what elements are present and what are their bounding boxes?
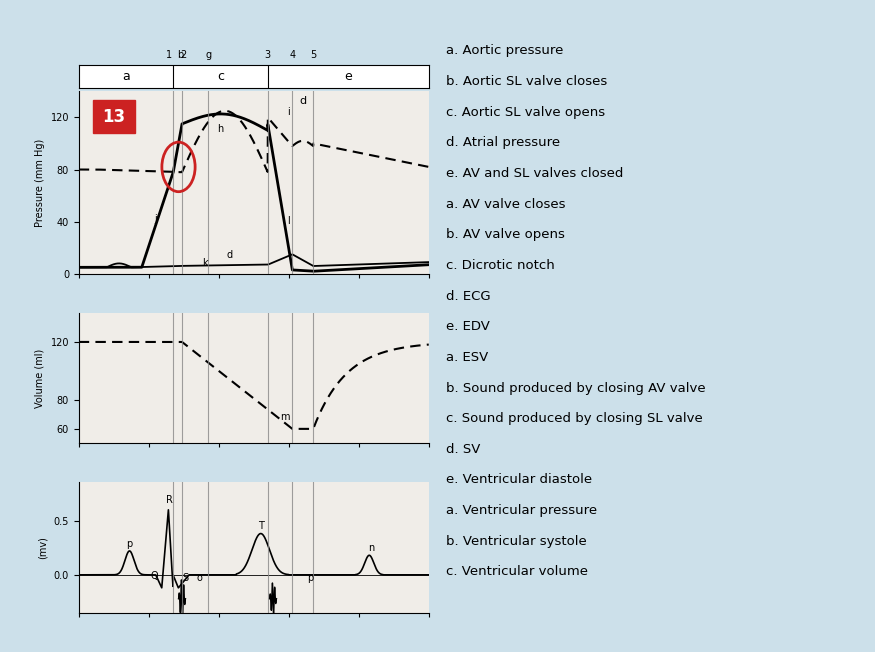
Text: 3: 3 (265, 50, 271, 60)
Text: b. AV valve opens: b. AV valve opens (446, 228, 565, 241)
Text: c. Aortic SL valve opens: c. Aortic SL valve opens (446, 106, 606, 119)
Text: R: R (165, 495, 172, 505)
FancyBboxPatch shape (93, 100, 135, 133)
Text: c. Dicrotic notch: c. Dicrotic notch (446, 259, 555, 272)
Text: h: h (217, 124, 224, 134)
Y-axis label: (mv): (mv) (38, 536, 48, 559)
Text: a. ESV: a. ESV (446, 351, 488, 364)
Text: c: c (217, 70, 224, 83)
Text: d: d (226, 250, 233, 260)
Text: 1: 1 (166, 50, 172, 60)
Text: g: g (205, 50, 212, 60)
Text: d: d (299, 96, 306, 106)
Text: 4: 4 (289, 50, 296, 60)
Text: d. Atrial pressure: d. Atrial pressure (446, 136, 560, 149)
Text: l: l (287, 216, 290, 226)
Text: Q: Q (150, 571, 158, 581)
Text: a. AV valve closes: a. AV valve closes (446, 198, 566, 211)
Text: b. Sound produced by closing AV valve: b. Sound produced by closing AV valve (446, 381, 706, 394)
Text: p: p (306, 573, 313, 584)
Text: b. Ventricular systole: b. Ventricular systole (446, 535, 587, 548)
Text: e. Ventricular diastole: e. Ventricular diastole (446, 473, 592, 486)
Text: c. Sound produced by closing SL valve: c. Sound produced by closing SL valve (446, 412, 703, 425)
Text: S: S (183, 573, 189, 584)
Text: p: p (126, 539, 133, 548)
Text: e: e (345, 70, 352, 83)
Text: i: i (287, 107, 290, 117)
Text: n: n (368, 543, 374, 553)
Text: b. Aortic SL valve closes: b. Aortic SL valve closes (446, 75, 607, 88)
Text: d. ECG: d. ECG (446, 289, 491, 303)
Text: e. AV and SL valves closed: e. AV and SL valves closed (446, 167, 624, 180)
Y-axis label: Pressure (mm Hg): Pressure (mm Hg) (35, 138, 45, 227)
Text: b: b (177, 50, 184, 60)
Text: d. SV: d. SV (446, 443, 480, 456)
Text: o: o (197, 573, 202, 584)
Text: a: a (123, 70, 130, 83)
Y-axis label: Volume (ml): Volume (ml) (35, 349, 45, 408)
Text: a. Ventricular pressure: a. Ventricular pressure (446, 504, 598, 517)
Text: c. Ventricular volume: c. Ventricular volume (446, 565, 588, 578)
Text: m: m (281, 412, 290, 422)
Text: j: j (154, 214, 158, 224)
Text: 13: 13 (102, 108, 125, 126)
Text: a. Aortic pressure: a. Aortic pressure (446, 44, 564, 57)
Text: T: T (258, 521, 263, 531)
Text: 5: 5 (310, 50, 317, 60)
Text: e. EDV: e. EDV (446, 320, 490, 333)
Text: 2: 2 (180, 50, 187, 60)
Text: k: k (202, 258, 207, 268)
